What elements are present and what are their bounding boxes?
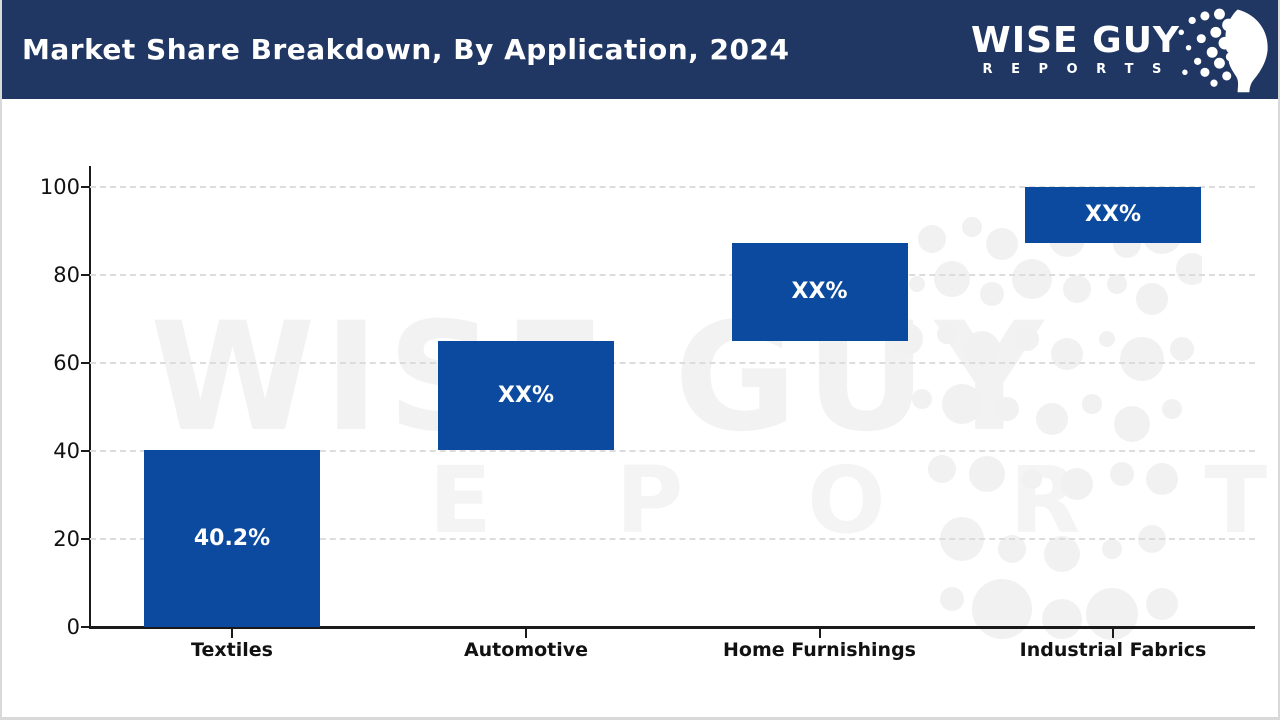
x-tick	[1112, 629, 1114, 638]
y-tick	[81, 274, 90, 276]
bar-value-label: XX%	[1085, 202, 1141, 228]
wiseguy-logo: WISE GUY R E P O R T S	[971, 5, 1274, 95]
y-tick	[81, 362, 90, 364]
y-tick	[81, 626, 90, 628]
logo-subtitle: R E P O R T S	[982, 62, 1169, 77]
gridline	[90, 274, 1255, 276]
x-tick	[818, 629, 821, 638]
report-header: Market Share Breakdown, By Application, …	[2, 0, 1278, 99]
bar: 40.2%	[144, 450, 320, 627]
bar-value-label: XX%	[791, 279, 848, 305]
logo-face-icon	[1178, 8, 1268, 92]
y-axis	[89, 166, 91, 629]
gridline	[90, 450, 1255, 452]
x-tick-label: Home Furnishings	[722, 639, 916, 661]
bar: XX%	[731, 242, 908, 341]
x-tick	[231, 629, 233, 638]
bar: XX%	[1025, 187, 1201, 243]
watermark-subtitle: R E P O R T S	[234, 447, 1278, 554]
watermark-face-dots	[891, 211, 1202, 640]
y-tick-label: 20	[53, 527, 80, 551]
x-tick-label: Automotive	[463, 639, 589, 661]
gridline	[90, 186, 1255, 188]
y-tick-label: 40	[53, 439, 80, 463]
x-tick-label: Industrial Fabrics	[1019, 639, 1207, 661]
gridline	[90, 538, 1255, 540]
bar-value-label: 40.2%	[193, 526, 271, 552]
y-tick	[81, 538, 90, 540]
y-tick-label: 100	[39, 175, 80, 199]
y-tick-label: 80	[53, 263, 80, 287]
logo-wordmark: WISE GUY	[970, 20, 1180, 61]
x-tick	[525, 629, 527, 638]
gridline	[90, 362, 1255, 364]
chart-area: WISE GUY R E P O R T S	[2, 99, 1278, 717]
y-tick	[81, 450, 90, 452]
y-tick-label: 60	[53, 351, 80, 375]
x-tick-label: Textiles	[191, 639, 273, 661]
y-tick	[81, 186, 90, 188]
page-title: Market Share Breakdown, By Application, …	[22, 33, 790, 66]
x-axis	[89, 626, 1255, 629]
bar-value-label: XX%	[498, 383, 554, 409]
bar: XX%	[438, 341, 614, 451]
y-tick-label: 0	[66, 615, 80, 639]
